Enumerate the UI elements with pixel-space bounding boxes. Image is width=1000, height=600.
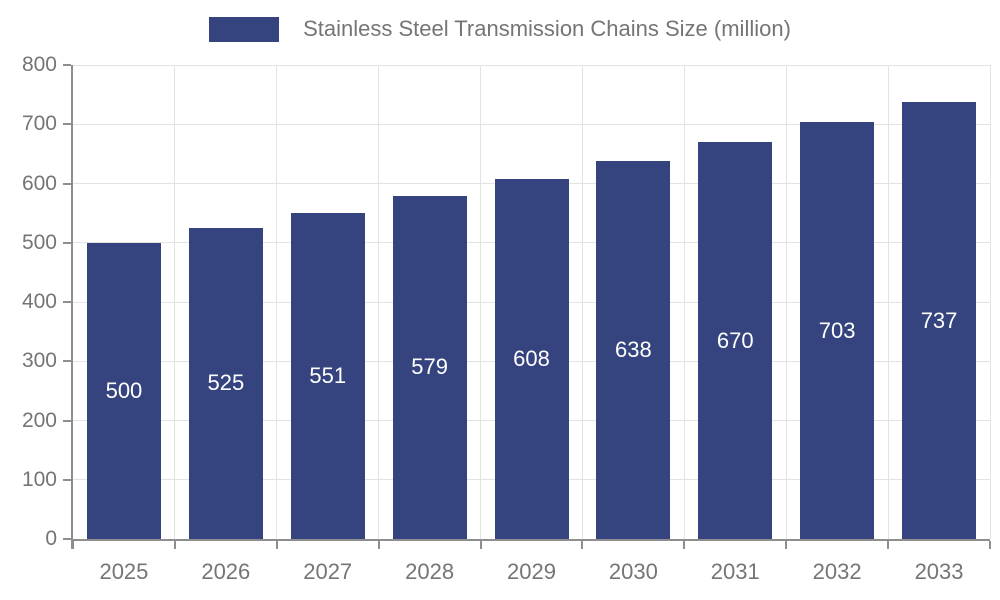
bar[interactable]: 608 xyxy=(494,178,569,539)
bar-value-label: 579 xyxy=(411,354,448,380)
y-axis-tick xyxy=(63,360,71,363)
x-axis-tick xyxy=(479,541,482,549)
y-tick-label: 0 xyxy=(45,527,57,550)
y-axis-tick xyxy=(63,64,71,66)
x-tick-label: 2030 xyxy=(608,559,658,584)
y-axis-tick xyxy=(63,478,71,481)
x-tick-label: 2029 xyxy=(507,559,556,584)
x-axis-tick xyxy=(683,541,686,549)
x-axis-tick xyxy=(785,541,788,549)
bar[interactable]: 551 xyxy=(290,212,365,539)
y-axis-tick xyxy=(63,123,71,126)
y-axis-tick xyxy=(63,241,71,244)
bar-value-label: 500 xyxy=(105,377,143,403)
y-tick-label: 400 xyxy=(21,290,57,313)
x-tick-label: 2027 xyxy=(303,559,353,584)
bar[interactable]: 500 xyxy=(86,242,161,539)
y-tick-label: 600 xyxy=(21,171,57,195)
plot-area: 0 100 200 300 400 500 600 700 800 2025 2026 2027 202… xyxy=(22,53,991,584)
legend-swatch xyxy=(209,16,280,42)
bar-value-label: 551 xyxy=(309,362,347,388)
x-tick-label: 2032 xyxy=(812,559,862,584)
bar[interactable]: 525 xyxy=(188,227,263,539)
gridline-vertical xyxy=(887,65,889,539)
y-tick-label: 100 xyxy=(21,467,57,491)
gridline-vertical xyxy=(480,65,482,539)
bar[interactable]: 703 xyxy=(800,122,875,539)
gridline-vertical xyxy=(989,65,991,539)
bar-value-label: 737 xyxy=(920,307,958,333)
gridline-vertical xyxy=(276,65,278,539)
y-axis-tick xyxy=(63,419,71,422)
y-axis-tick xyxy=(63,301,71,303)
legend-label: Stainless Steel Transmission Chains Size… xyxy=(303,16,791,41)
y-tick-label: 300 xyxy=(21,349,57,373)
x-tick-label: 2026 xyxy=(201,559,251,584)
gridline-vertical xyxy=(785,65,787,539)
x-axis-tick xyxy=(275,541,278,549)
x-axis-tick xyxy=(989,541,991,549)
y-axis-line xyxy=(71,65,73,549)
x-tick-label: 2025 xyxy=(99,559,149,584)
y-tick-label: 700 xyxy=(21,112,57,136)
x-axis-tick xyxy=(72,541,74,549)
x-tick-label: 2031 xyxy=(710,559,760,584)
gridline-horizontal xyxy=(73,64,990,66)
bar-value-label: 525 xyxy=(207,370,245,396)
gridline-vertical xyxy=(378,65,380,539)
x-axis-line xyxy=(71,539,990,541)
x-axis-tick xyxy=(173,541,176,549)
bar[interactable]: 579 xyxy=(392,195,467,539)
x-tick-label: 2028 xyxy=(405,559,455,584)
bar-value-label: 638 xyxy=(615,336,652,362)
bar-value-label: 608 xyxy=(513,345,550,371)
gridline-vertical xyxy=(174,65,176,539)
y-tick-label: 800 xyxy=(21,53,57,76)
y-axis-tick xyxy=(63,182,71,185)
x-axis-tick xyxy=(581,541,584,549)
bar[interactable]: 737 xyxy=(902,102,977,539)
bar[interactable]: 638 xyxy=(596,160,671,539)
gridline-horizontal xyxy=(73,123,990,125)
y-tick-label: 500 xyxy=(21,230,57,254)
y-tick-label: 200 xyxy=(21,408,57,432)
x-tick-label: 2033 xyxy=(914,559,964,584)
x-axis-tick xyxy=(377,541,380,549)
y-axis-tick xyxy=(63,538,71,540)
gridline-vertical xyxy=(581,65,583,539)
bar[interactable]: 670 xyxy=(698,142,773,539)
bar-value-label: 703 xyxy=(818,317,856,343)
gridline-vertical xyxy=(683,65,685,539)
x-axis-tick xyxy=(887,541,890,549)
legend-item[interactable]: Stainless Steel Transmission Chains Size… xyxy=(0,16,1000,42)
bar-value-label: 670 xyxy=(716,327,754,353)
